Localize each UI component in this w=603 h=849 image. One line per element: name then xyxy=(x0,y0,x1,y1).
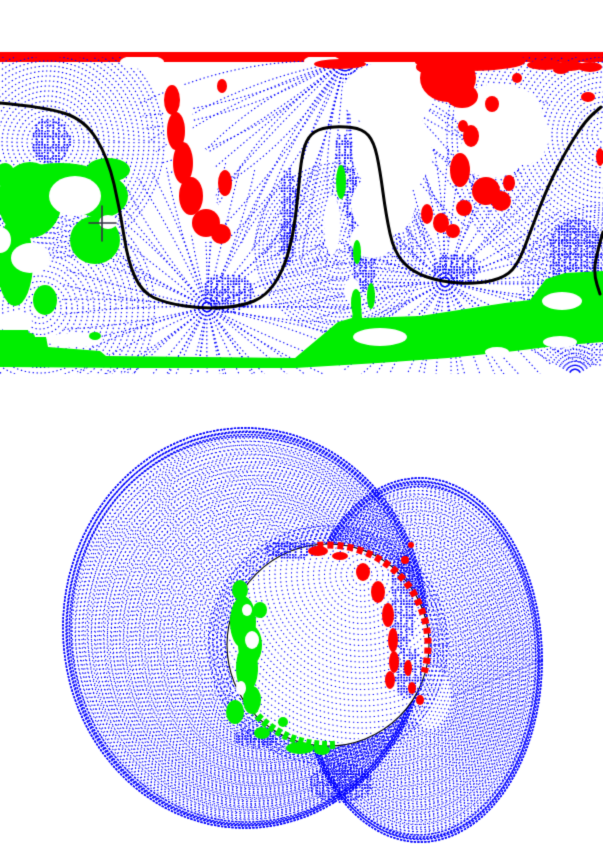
field-line-3d-panel xyxy=(0,400,603,849)
field-line-map-panel xyxy=(0,0,603,400)
